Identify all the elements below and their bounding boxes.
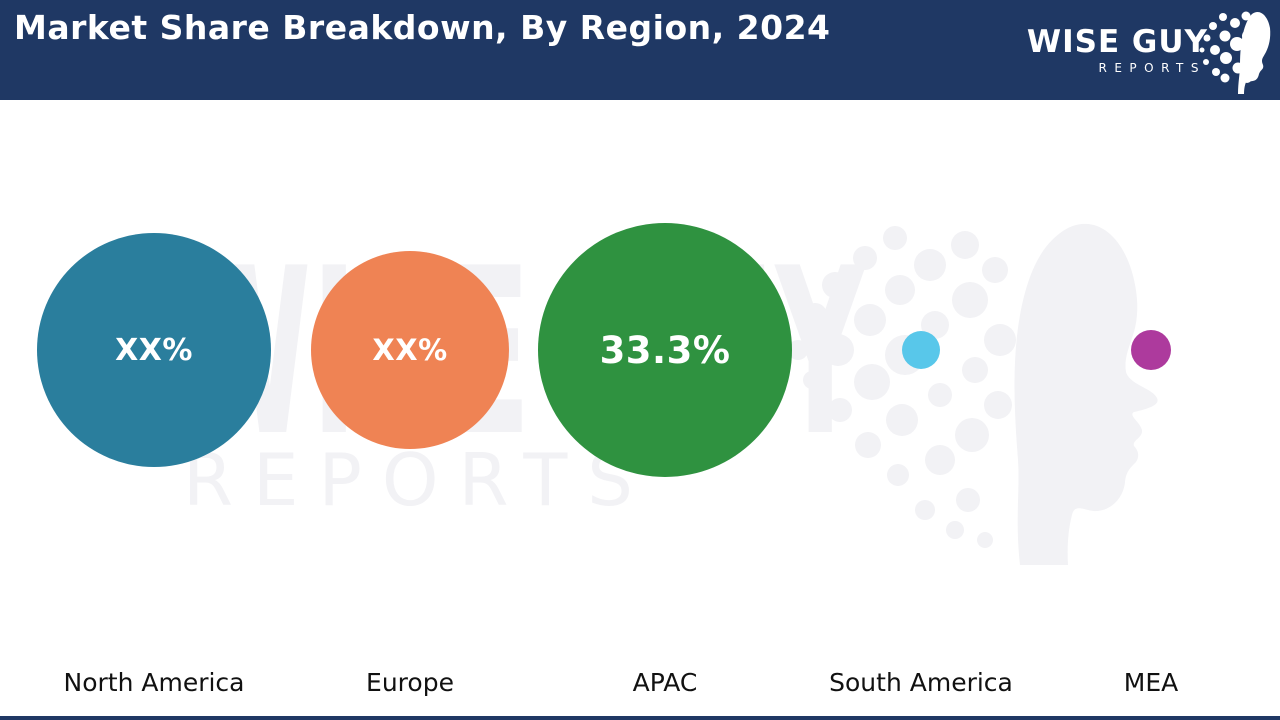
logo-wordmark: WISE GUY — [1026, 24, 1208, 60]
brand-logo: WISE GUY REPORTS — [1027, 8, 1272, 94]
bubble-value-apac: 33.3% — [599, 328, 731, 372]
page-title: Market Share Breakdown, By Region, 2024 — [14, 8, 831, 47]
bubble-north-america: XX% — [37, 233, 271, 467]
bubble-europe: XX% — [311, 251, 509, 449]
bubble-apac: 33.3% — [538, 223, 792, 477]
bubble-mea — [1131, 330, 1171, 370]
watermark-head-silhouette — [788, 223, 1158, 565]
region-label-apac: APAC — [632, 668, 698, 697]
brand-logo-text: WISE GUY REPORTS — [1026, 24, 1208, 76]
bubble-value-europe: XX% — [372, 333, 448, 367]
brand-head-icon — [1199, 11, 1271, 94]
header: Market Share Breakdown, By Region, 2024 … — [0, 0, 1280, 100]
region-label-north-america: North America — [63, 668, 245, 697]
region-label-south-america: South America — [829, 668, 1013, 697]
logo-subtext: REPORTS — [1098, 61, 1206, 75]
watermark-text-line2: REPORTS — [183, 438, 633, 522]
bubble-value-north-america: XX% — [115, 332, 193, 368]
region-label-europe: Europe — [366, 668, 454, 697]
region-label-mea: MEA — [1123, 668, 1179, 697]
bubble-south-america — [902, 331, 940, 369]
footer-stripe — [0, 716, 1280, 720]
